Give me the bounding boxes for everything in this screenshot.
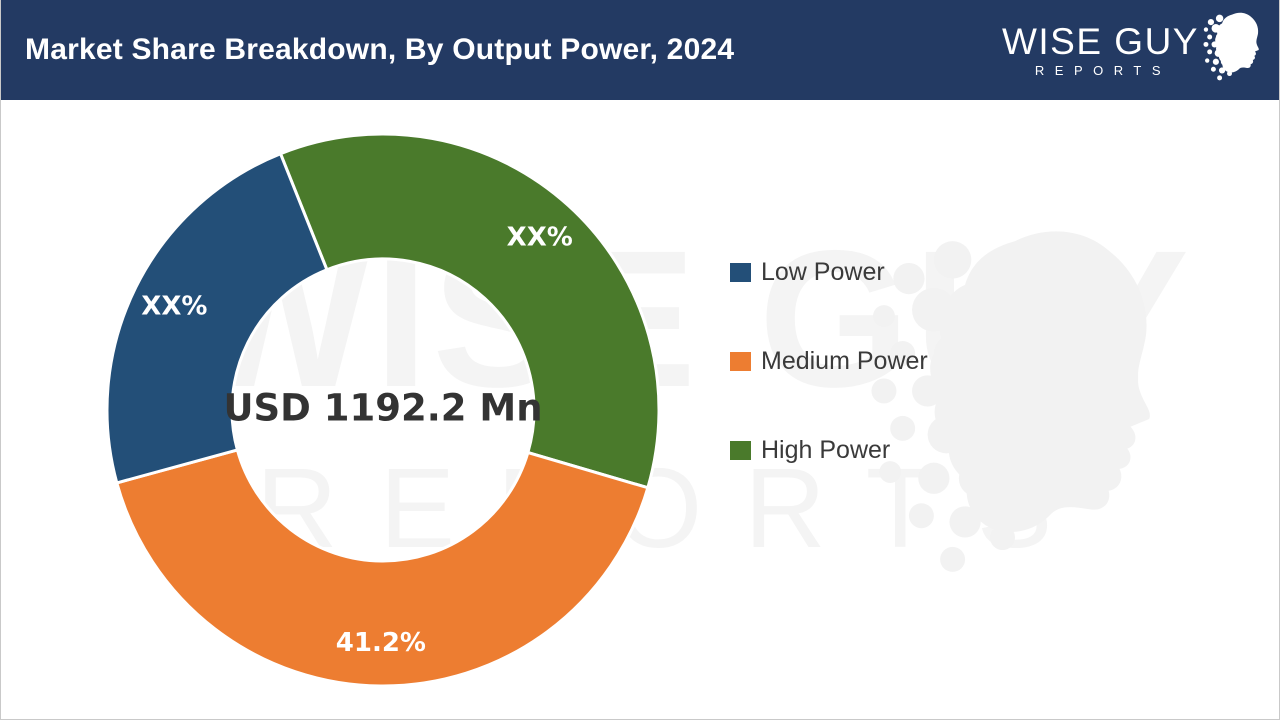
legend-item-medium-power: Medium Power (730, 317, 928, 406)
wise-guy-reports-logo: WISE GUY REPORTS (1002, 6, 1263, 94)
header-bar: Market Share Breakdown, By Output Power,… (1, 0, 1279, 100)
logo-text: WISE GUY REPORTS (1002, 23, 1199, 77)
legend-item-high-power: High Power (730, 406, 928, 495)
logo-wordmark: WISE GUY (1001, 21, 1199, 62)
slice-label-medium-power: 41.2% (336, 628, 426, 658)
legend-swatch-low-power (730, 263, 751, 282)
legend-swatch-medium-power (730, 352, 751, 371)
slice-label-high-power: XX% (507, 223, 573, 253)
legend-label-low-power: Low Power (761, 258, 885, 286)
page-title: Market Share Breakdown, By Output Power,… (25, 33, 735, 66)
chart-legend: Low Power Medium Power High Power (730, 228, 928, 495)
donut-center-value: USD 1192.2 Mn (223, 386, 543, 430)
chart-area: WISE GUY REPORTS XX% 41.2% XX% USD 1192.2 … (1, 100, 1279, 719)
slice-label-low-power: XX% (141, 291, 207, 321)
legend-label-high-power: High Power (761, 436, 891, 464)
legend-label-medium-power: Medium Power (761, 347, 928, 375)
legend-swatch-high-power (730, 441, 751, 460)
logo-face-icon (1203, 12, 1259, 81)
logo-subtitle: REPORTS (1034, 63, 1172, 78)
legend-item-low-power: Low Power (730, 228, 928, 317)
donut-chart: XX% 41.2% XX% (105, 132, 661, 688)
donut-segment-low-power (105, 151, 329, 485)
donut-segment-high-power (278, 132, 661, 490)
donut-segment-medium-power (114, 448, 650, 688)
